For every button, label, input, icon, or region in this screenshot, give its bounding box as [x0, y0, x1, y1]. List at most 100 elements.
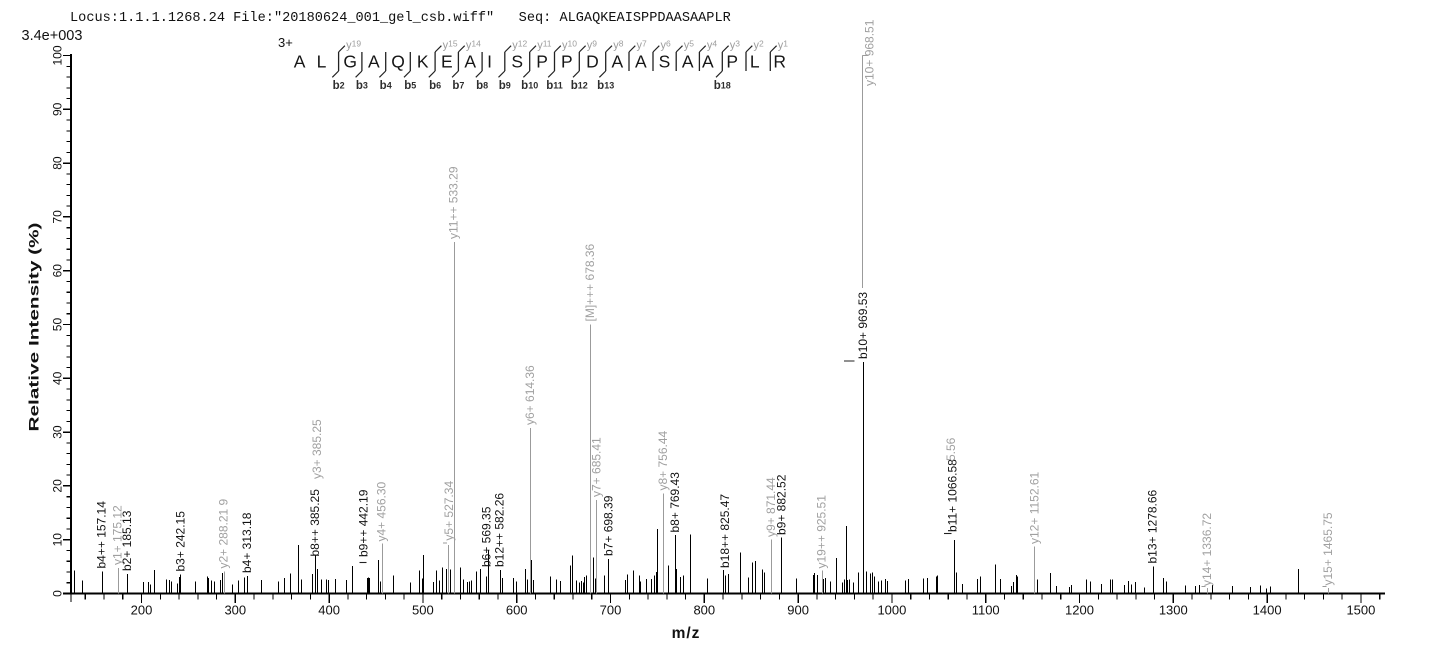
svg-text:m/z: m/z [672, 625, 701, 642]
svg-text:300: 300 [224, 603, 246, 618]
svg-text:y6: y6 [661, 39, 672, 52]
svg-text:b6+ 569.35: b6+ 569.35 [479, 506, 493, 567]
svg-text:I: I [487, 52, 492, 72]
svg-text:b3: b3 [356, 80, 368, 92]
svg-text:10: 10 [51, 533, 65, 547]
svg-text:5.56: 5.56 [944, 437, 958, 461]
svg-text:y15: y15 [443, 39, 458, 52]
svg-text:b12++ 582.26: b12++ 582.26 [493, 493, 507, 567]
svg-text:P: P [726, 52, 738, 72]
svg-text:800: 800 [693, 603, 715, 618]
svg-text:Relative Intensity (%): Relative Intensity (%) [27, 223, 42, 432]
svg-text:y6+ 614.36: y6+ 614.36 [523, 365, 537, 425]
svg-text:y5: y5 [684, 39, 695, 52]
svg-text:A: A [635, 52, 647, 72]
svg-text:20: 20 [51, 479, 65, 493]
svg-text:b2+ 185.13: b2+ 185.13 [120, 510, 134, 571]
svg-text:1100: 1100 [972, 603, 1000, 618]
svg-text:L: L [750, 52, 760, 72]
svg-text:E: E [441, 52, 453, 72]
svg-text:A: A [702, 52, 714, 72]
svg-text:y9: y9 [587, 39, 598, 52]
svg-text:[M]+++ 678.36: [M]+++ 678.36 [583, 243, 597, 321]
svg-text:b18: b18 [714, 80, 731, 92]
svg-text:100: 100 [51, 45, 65, 65]
svg-text:y19: y19 [346, 39, 361, 52]
svg-text:y11++ 533.29: y11++ 533.29 [447, 166, 461, 239]
svg-text:b11: b11 [546, 80, 563, 92]
svg-text:y4+ 456.30: y4+ 456.30 [375, 481, 389, 541]
svg-text:1300: 1300 [1159, 603, 1188, 618]
svg-text:b10+ 969.53: b10+ 969.53 [856, 292, 870, 359]
svg-text:A: A [611, 52, 623, 72]
svg-text:y14: y14 [466, 39, 481, 52]
svg-text:y10+ 968.51: y10+ 968.51 [863, 19, 877, 86]
svg-text:90: 90 [51, 102, 65, 116]
svg-text:b11+ 1066.58: b11+ 1066.58 [946, 459, 960, 532]
svg-text:0: 0 [51, 590, 65, 597]
svg-text:y3: y3 [730, 39, 741, 52]
svg-text:b13: b13 [597, 80, 614, 92]
svg-text:D: D [586, 52, 599, 72]
svg-text:80: 80 [51, 156, 65, 170]
svg-text:y11: y11 [537, 39, 552, 52]
svg-text:b2: b2 [333, 80, 345, 92]
svg-text:y9+ 871.44: y9+ 871.44 [764, 477, 778, 537]
svg-text:b6: b6 [429, 80, 441, 92]
svg-text:b4: b4 [380, 80, 392, 92]
svg-text:400: 400 [318, 603, 340, 618]
svg-text:b18++ 825.47: b18++ 825.47 [718, 494, 732, 568]
svg-text:y14+ 1336.72: y14+ 1336.72 [1200, 513, 1214, 586]
svg-text:b9: b9 [499, 80, 511, 92]
svg-text:b12: b12 [571, 80, 588, 92]
svg-text:K: K [417, 52, 429, 72]
svg-text:b5: b5 [404, 80, 416, 92]
svg-text:A: A [464, 52, 476, 72]
svg-text:200: 200 [131, 603, 153, 618]
svg-text:b4++ 157.14: b4++ 157.14 [95, 501, 109, 569]
svg-text:P: P [561, 52, 573, 72]
svg-text:y19++ 925.51: y19++ 925.51 [815, 495, 829, 569]
svg-text:y4: y4 [707, 39, 718, 52]
svg-text:y7: y7 [637, 39, 648, 52]
svg-text:y3+ 385.25: y3+ 385.25 [310, 419, 324, 479]
svg-text:b13+ 1278.66: b13+ 1278.66 [1146, 489, 1160, 563]
svg-text:50: 50 [51, 318, 65, 332]
svg-text:3+: 3+ [278, 35, 293, 50]
svg-text:y1: y1 [778, 39, 789, 52]
svg-text:y5+ 527.34: y5+ 527.34 [442, 481, 456, 541]
svg-text:1400: 1400 [1253, 603, 1282, 618]
svg-text:500: 500 [412, 603, 434, 618]
svg-text:P: P [536, 52, 548, 72]
svg-text:Q: Q [391, 52, 405, 72]
svg-text:y7+ 685.41: y7+ 685.41 [590, 437, 604, 497]
svg-text:y2+ 288.21 9: y2+ 288.21 9 [217, 498, 231, 568]
svg-text:y10: y10 [562, 39, 577, 52]
svg-text:y15+ 1465.75: y15+ 1465.75 [1321, 512, 1335, 585]
svg-text:y8+ 756.44: y8+ 756.44 [656, 430, 670, 490]
svg-text:b9+ 882.52: b9+ 882.52 [774, 474, 788, 535]
svg-text:30: 30 [51, 425, 65, 439]
svg-text:y12: y12 [512, 39, 527, 52]
svg-text:3.4e+003: 3.4e+003 [22, 28, 83, 44]
svg-text:b8: b8 [476, 80, 488, 92]
svg-text:b7+ 698.39: b7+ 698.39 [602, 495, 616, 556]
svg-text:60: 60 [51, 264, 65, 278]
svg-text:b3+ 242.15: b3+ 242.15 [174, 511, 188, 572]
svg-text:G: G [343, 52, 357, 72]
svg-text:900: 900 [787, 603, 809, 618]
svg-text:40: 40 [51, 371, 65, 385]
svg-text:b10: b10 [521, 80, 538, 92]
svg-text:Locus:1.1.1.1268.24 File:"2018: Locus:1.1.1.1268.24 File:"20180624_001_g… [70, 11, 731, 26]
svg-text:S: S [659, 52, 671, 72]
svg-text:b8+ 769.43: b8+ 769.43 [668, 472, 682, 533]
svg-text:y12+ 1152.61: y12+ 1152.61 [1028, 471, 1042, 544]
svg-text:y1+ 175.12: y1+ 175.12 [111, 505, 125, 565]
svg-text:R: R [773, 52, 786, 72]
svg-text:b8++ 385.25: b8++ 385.25 [308, 489, 322, 557]
svg-text:b9++ 442.19: b9++ 442.19 [357, 489, 371, 557]
svg-text:600: 600 [506, 603, 528, 618]
svg-text:y2: y2 [754, 39, 765, 52]
svg-text:A: A [294, 52, 306, 72]
svg-text:A: A [368, 52, 380, 72]
